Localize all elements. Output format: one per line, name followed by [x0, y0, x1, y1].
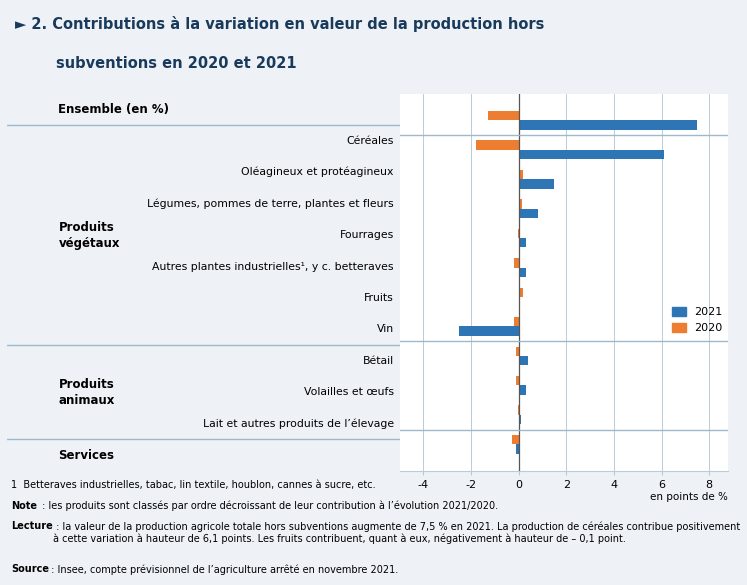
- Text: Fourrages: Fourrages: [340, 230, 394, 240]
- Bar: [516, 346, 518, 356]
- Text: : Insee, compte prévisionnel de l’agriculture arrêté en novembre 2021.: : Insee, compte prévisionnel de l’agricu…: [48, 565, 398, 575]
- Text: Volailles et œufs: Volailles et œufs: [304, 387, 394, 397]
- Text: en points de %: en points de %: [651, 491, 728, 502]
- Bar: [476, 140, 518, 150]
- Bar: [518, 415, 521, 424]
- Bar: [518, 150, 664, 159]
- Text: Céréales: Céréales: [347, 136, 394, 146]
- Text: Ensemble (en %): Ensemble (en %): [58, 103, 170, 116]
- Text: 1  Betteraves industrielles, tabac, lin textile, houblon, cannes à sucre, etc.: 1 Betteraves industrielles, tabac, lin t…: [11, 480, 376, 490]
- Bar: [518, 297, 520, 307]
- Bar: [518, 356, 528, 366]
- Text: Autres plantes industrielles¹, y c. betteraves: Autres plantes industrielles¹, y c. bett…: [152, 261, 394, 271]
- Text: subventions en 2020 et 2021: subventions en 2020 et 2021: [15, 56, 297, 71]
- Legend: 2021, 2020: 2021, 2020: [672, 307, 723, 333]
- Bar: [518, 199, 522, 209]
- Bar: [518, 288, 524, 297]
- Bar: [518, 120, 698, 130]
- Bar: [459, 326, 518, 336]
- Bar: [512, 435, 518, 445]
- Text: Oléagineux et protéagineux: Oléagineux et protéagineux: [241, 167, 394, 177]
- Text: Lait et autres produits de l’élevage: Lait et autres produits de l’élevage: [202, 418, 394, 429]
- Bar: [518, 179, 554, 188]
- Bar: [488, 111, 518, 120]
- Text: Note: Note: [11, 501, 37, 511]
- Bar: [518, 386, 526, 395]
- Text: Source: Source: [11, 565, 49, 574]
- Bar: [514, 258, 518, 267]
- Bar: [516, 376, 518, 386]
- Text: ► 2. Contributions à la variation en valeur de la production hors: ► 2. Contributions à la variation en val…: [15, 16, 544, 32]
- Bar: [514, 317, 518, 326]
- Bar: [518, 238, 526, 247]
- Bar: [518, 267, 526, 277]
- Text: Produits
végétaux: Produits végétaux: [58, 221, 120, 250]
- Text: Produits
animaux: Produits animaux: [58, 378, 115, 407]
- Bar: [518, 170, 524, 179]
- Text: Vin: Vin: [376, 325, 394, 335]
- Text: Légumes, pommes de terre, plantes et fleurs: Légumes, pommes de terre, plantes et fle…: [147, 198, 394, 209]
- Text: : la valeur de la production agricole totale hors subventions augmente de 7,5 % : : la valeur de la production agricole to…: [53, 521, 740, 544]
- Bar: [518, 209, 538, 218]
- Text: Bétail: Bétail: [362, 356, 394, 366]
- Text: Fruits: Fruits: [364, 293, 394, 303]
- Text: Lecture: Lecture: [11, 521, 53, 531]
- Text: Services: Services: [58, 449, 114, 462]
- Bar: [516, 445, 518, 454]
- Text: : les produits sont classés par ordre décroissant de leur contribution à l’évolu: : les produits sont classés par ordre dé…: [39, 501, 498, 511]
